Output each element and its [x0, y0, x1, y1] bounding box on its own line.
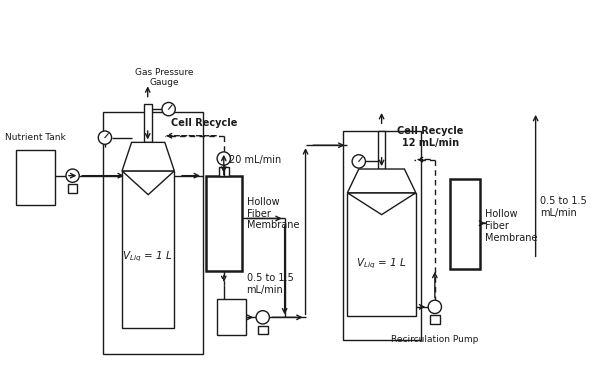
Bar — [347, 193, 416, 316]
Bar — [378, 131, 385, 169]
Text: 0.5 to 1.5
mL/min: 0.5 to 1.5 mL/min — [540, 196, 587, 218]
Text: V$_{Liq}$ = 1 L: V$_{Liq}$ = 1 L — [122, 249, 173, 264]
Circle shape — [66, 169, 79, 182]
Bar — [144, 104, 152, 143]
Circle shape — [256, 311, 269, 324]
Circle shape — [217, 152, 231, 165]
Polygon shape — [347, 169, 416, 193]
Polygon shape — [122, 143, 174, 171]
Bar — [343, 131, 420, 340]
Bar — [15, 150, 56, 205]
Bar — [450, 179, 480, 269]
Text: 20 mL/min: 20 mL/min — [228, 155, 280, 164]
Circle shape — [352, 155, 365, 168]
Text: Hollow
Fiber
Membrane: Hollow Fiber Membrane — [485, 210, 538, 243]
Polygon shape — [347, 193, 416, 215]
Bar — [219, 167, 228, 176]
Text: V$_{Liq}$ = 1 L: V$_{Liq}$ = 1 L — [356, 257, 407, 271]
Text: Hollow
Fiber
Membrane: Hollow Fiber Membrane — [247, 197, 299, 230]
Text: Gas Pressure
Gauge: Gas Pressure Gauge — [135, 68, 193, 87]
Text: Cell Recycle: Cell Recycle — [171, 118, 237, 128]
Text: Nutrient Tank: Nutrient Tank — [5, 133, 66, 143]
Bar — [217, 299, 246, 336]
Bar — [430, 316, 439, 324]
Text: 0.5 to 1.5
mL/min: 0.5 to 1.5 mL/min — [247, 273, 294, 294]
Circle shape — [162, 103, 176, 116]
Circle shape — [428, 300, 442, 314]
Bar — [103, 112, 203, 354]
Bar — [206, 176, 242, 271]
Bar — [122, 171, 174, 328]
Bar — [258, 326, 267, 334]
Circle shape — [98, 131, 111, 144]
Polygon shape — [122, 171, 174, 195]
Text: Recirculation Pump: Recirculation Pump — [391, 336, 479, 345]
Bar — [68, 184, 77, 193]
Text: Cell Recycle
12 mL/min: Cell Recycle 12 mL/min — [397, 127, 463, 148]
